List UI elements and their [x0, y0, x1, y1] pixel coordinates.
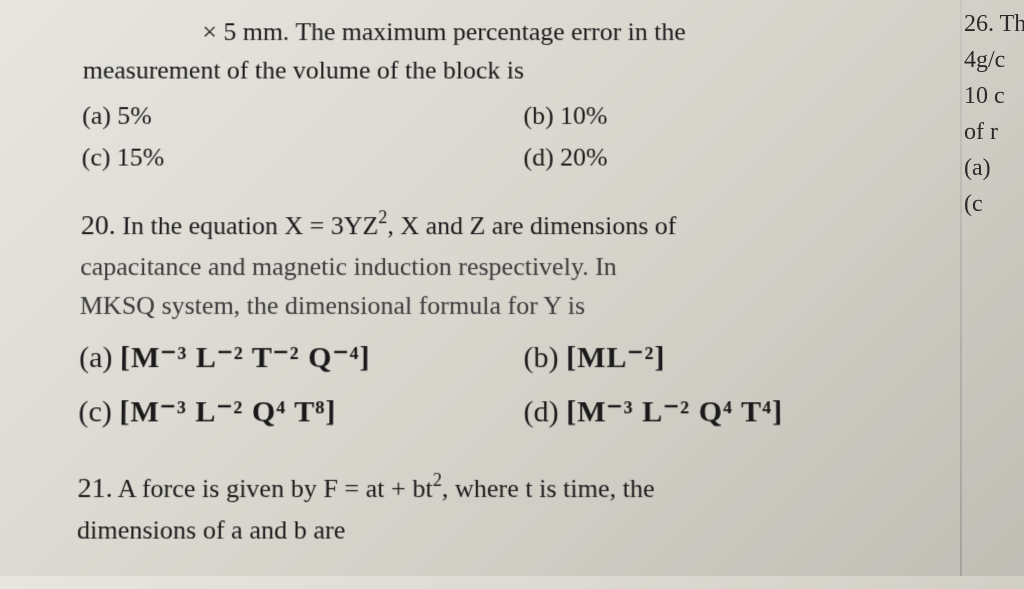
- q20-opt-d-formula: [M⁻³ L⁻² Q⁴ T⁴]: [566, 395, 783, 428]
- q20-opt-d-label: (d): [524, 395, 567, 428]
- margin-l5: (a): [964, 150, 1024, 186]
- q20-opt-b: (b) [ML⁻²]: [524, 331, 969, 385]
- q21-text-p1: A force is given by F = at + bt: [113, 474, 433, 503]
- q20-line2: capacitance and magnetic induction respe…: [80, 247, 1004, 286]
- q19-line1: × 5 mm. The maximum percentage error in …: [83, 12, 1000, 50]
- q20-opt-d: (d) [M⁻³ L⁻² Q⁴ T⁴]: [524, 385, 969, 439]
- q20-line3: MKSQ system, the dimensional formula for…: [80, 286, 1005, 325]
- question-20: 20. In the equation X = 3YZ2, X and Z ar…: [78, 205, 1006, 439]
- q20-line1: 20. In the equation X = 3YZ2, X and Z ar…: [81, 205, 1004, 247]
- q20-opt-c: (c) [M⁻³ L⁻² Q⁴ T⁸]: [78, 385, 523, 439]
- q19-opt-a: (a) 5%: [82, 95, 523, 136]
- q20-number: 20.: [81, 210, 116, 241]
- margin-l6: (c: [964, 186, 1024, 222]
- question-19-partial: × 5 mm. The maximum percentage error in …: [81, 12, 1002, 177]
- q20-opt-c-label: (c): [78, 395, 119, 428]
- q21-line2: dimensions of a and b are: [77, 510, 1008, 550]
- q19-options: (a) 5% (b) 10% (c) 15% (d) 20%: [81, 95, 1002, 177]
- margin-l1: 26. Th: [964, 6, 1024, 42]
- q20-options: (a) [M⁻³ L⁻² T⁻² Q⁻⁴] (b) [ML⁻²] (c) [M⁻…: [78, 331, 1006, 440]
- q20-opt-a-label: (a): [79, 341, 120, 374]
- margin-l2: 4g/c: [964, 42, 1024, 78]
- q21-number: 21.: [77, 473, 113, 504]
- q19-opt-c: (c) 15%: [81, 136, 523, 177]
- q19-opt-b: (b) 10%: [523, 95, 965, 136]
- q20-opt-c-formula: [M⁻³ L⁻² Q⁴ T⁸]: [119, 395, 336, 428]
- q19-opt-d: (d) 20%: [523, 136, 965, 177]
- q19-line2: measurement of the volume of the block i…: [83, 51, 1002, 89]
- margin-l4: of r: [964, 114, 1024, 150]
- q20-opt-a: (a) [M⁻³ L⁻² T⁻² Q⁻⁴]: [79, 331, 524, 385]
- right-margin-text: 26. Th 4g/c 10 c of r (a) (c: [964, 0, 1024, 576]
- q21-text-p2: , where t is time, the: [442, 474, 655, 503]
- q21-line1: 21. A force is given by F = at + bt2, wh…: [77, 468, 1007, 510]
- q21-exp: 2: [433, 469, 442, 489]
- q20-opt-a-formula: [M⁻³ L⁻² T⁻² Q⁻⁴]: [120, 341, 371, 374]
- q20-text-p2: , X and Z are dimensions of: [387, 211, 676, 240]
- q20-opt-b-formula: [ML⁻²]: [566, 341, 665, 374]
- q20-opt-b-label: (b): [524, 341, 567, 374]
- q20-text-p1: In the equation X = 3YZ: [116, 211, 379, 240]
- margin-l3: 10 c: [964, 78, 1024, 114]
- q19-line1-text: × 5 mm. The maximum percentage error in …: [202, 17, 686, 46]
- q20-exp1: 2: [378, 207, 387, 227]
- question-21: 21. A force is given by F = at + bt2, wh…: [77, 468, 1008, 550]
